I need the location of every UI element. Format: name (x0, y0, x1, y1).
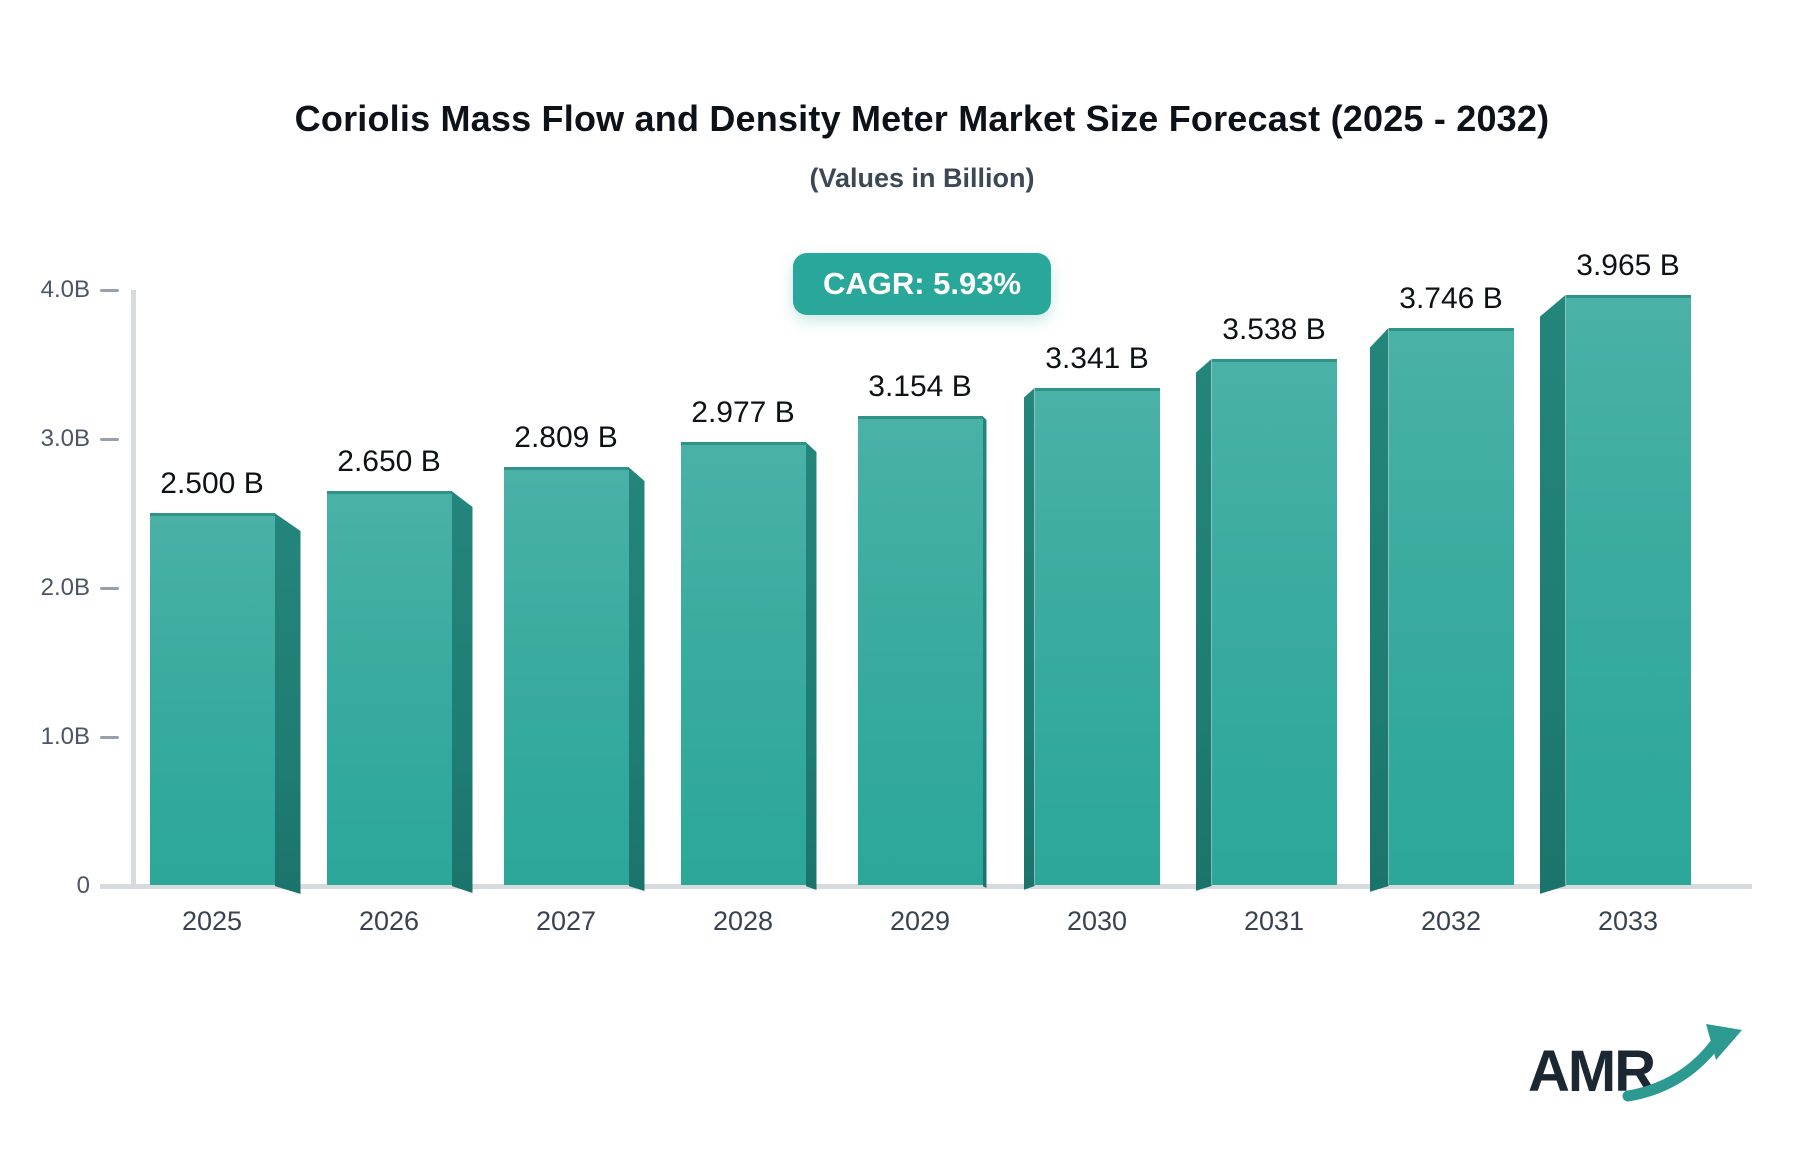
bar-2029 (857, 416, 983, 885)
bar-value-label: 3.538 B (1222, 313, 1326, 346)
x-axis-category-label: 2028 (712, 906, 774, 936)
y-axis-tick-label: 1.0B (40, 723, 90, 750)
bar-2033 (1565, 295, 1691, 885)
bar-side-face-2026 (452, 491, 473, 893)
x-axis-category-label: 2033 (1597, 906, 1659, 936)
y-axis-tick-mark (100, 438, 119, 441)
bar-2031 (1211, 359, 1337, 885)
bar-2030 (1034, 388, 1160, 885)
x-axis-category-label: 2026 (358, 906, 420, 936)
y-axis-tick-label: 4.0B (40, 276, 90, 303)
y-axis-line (131, 290, 136, 886)
y-axis-tick-label: 3.0B (40, 425, 90, 452)
y-axis-tick-mark (100, 736, 119, 739)
x-axis-category-label: 2032 (1420, 906, 1482, 936)
y-axis-tick-label: 0 (76, 872, 90, 899)
bar-side-face-2028 (806, 442, 817, 890)
cagr-badge: CAGR: 5.93% (792, 253, 1052, 315)
bar-value-label: 2.977 B (691, 396, 795, 429)
bar-value-label: 2.500 B (160, 467, 264, 500)
brand-logo: AMR (1528, 1024, 1742, 1122)
x-axis-category-label: 2025 (181, 906, 243, 936)
x-axis-category-label: 2027 (535, 906, 597, 936)
y-axis-tick-mark (100, 289, 119, 292)
bar-2032 (1388, 328, 1514, 885)
x-axis-category-label: 2031 (1243, 906, 1305, 936)
chart-title: Coriolis Mass Flow and Density Meter Mar… (294, 98, 1550, 139)
bar-value-label: 2.650 B (337, 445, 441, 478)
bar-value-label: 2.809 B (514, 421, 618, 454)
bar-2027 (503, 467, 629, 885)
bar-value-label: 3.154 B (868, 370, 972, 403)
bar-side-face-2030 (1024, 388, 1035, 890)
bar-2028 (680, 442, 806, 885)
bar-value-label: 3.746 B (1399, 282, 1503, 315)
bar-value-label: 3.965 B (1576, 249, 1680, 282)
bar-2026 (326, 491, 452, 885)
growth-arrow-icon (1622, 1024, 1742, 1102)
bar-side-face-2033 (1540, 295, 1566, 894)
x-axis-category-label: 2030 (1066, 906, 1128, 936)
x-axis-category-label: 2029 (889, 906, 951, 936)
x-axis-line (100, 884, 1752, 889)
bar-side-face-2029 (983, 416, 987, 888)
y-axis-tick-label: 2.0B (40, 574, 90, 601)
chart-subtitle: (Values in Billion) (809, 163, 1035, 193)
bar-side-face-2032 (1370, 328, 1389, 892)
bar-side-face-2025 (275, 513, 301, 894)
bar-2025 (149, 513, 275, 885)
y-axis-tick-mark (100, 587, 119, 590)
bar-side-face-2027 (629, 467, 645, 891)
bar-value-label: 3.341 B (1045, 342, 1149, 375)
bar-side-face-2031 (1196, 359, 1212, 891)
